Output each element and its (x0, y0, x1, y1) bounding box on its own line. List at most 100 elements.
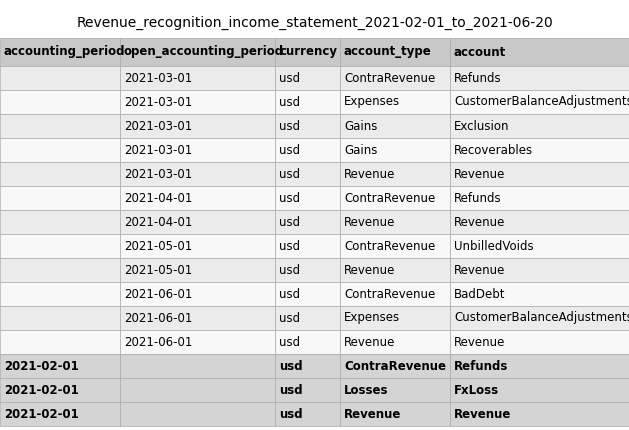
Bar (450, 354, 629, 378)
Text: 2021-06-01: 2021-06-01 (124, 335, 192, 348)
Text: account_type: account_type (344, 46, 431, 58)
Text: usd: usd (279, 288, 300, 301)
Text: 2021-03-01: 2021-03-01 (124, 120, 192, 132)
Text: usd: usd (279, 120, 300, 132)
Text: Exclusion: Exclusion (454, 120, 509, 132)
Text: usd: usd (279, 168, 300, 181)
Bar (275, 354, 340, 378)
Text: Revenue: Revenue (344, 408, 401, 421)
Bar (340, 330, 450, 354)
Bar (120, 138, 275, 162)
Text: Revenue: Revenue (454, 264, 505, 276)
Bar (450, 330, 629, 354)
Bar (450, 66, 629, 90)
Bar (120, 330, 275, 354)
Bar (340, 378, 450, 402)
Text: CustomerBalanceAdjustments: CustomerBalanceAdjustments (454, 95, 629, 108)
Text: Refunds: Refunds (454, 191, 501, 205)
Text: usd: usd (279, 95, 300, 108)
Bar (120, 282, 275, 306)
Bar (340, 354, 450, 378)
Bar (450, 234, 629, 258)
Text: 2021-03-01: 2021-03-01 (124, 71, 192, 85)
Text: Refunds: Refunds (454, 359, 508, 372)
Bar (0, 402, 120, 426)
Bar (120, 186, 275, 210)
Bar (450, 162, 629, 186)
Text: usd: usd (279, 384, 303, 396)
Text: account: account (454, 46, 506, 58)
Bar (0, 186, 120, 210)
Text: Expenses: Expenses (344, 95, 400, 108)
Bar (450, 402, 629, 426)
Text: usd: usd (279, 191, 300, 205)
Bar (340, 162, 450, 186)
Text: open_accounting_period: open_accounting_period (124, 46, 284, 58)
Text: 2021-02-01: 2021-02-01 (4, 384, 79, 396)
Text: Revenue: Revenue (344, 264, 396, 276)
Text: Refunds: Refunds (454, 71, 501, 85)
Text: Recoverables: Recoverables (454, 144, 533, 157)
Text: accounting_period: accounting_period (4, 46, 126, 58)
Bar (275, 258, 340, 282)
Text: UnbilledVoids: UnbilledVoids (454, 240, 533, 252)
Text: usd: usd (279, 264, 300, 276)
Text: 2021-03-01: 2021-03-01 (124, 168, 192, 181)
Bar (450, 90, 629, 114)
Bar (120, 66, 275, 90)
Text: 2021-02-01: 2021-02-01 (4, 359, 79, 372)
Bar (450, 38, 629, 66)
Text: Expenses: Expenses (344, 311, 400, 325)
Bar (275, 282, 340, 306)
Bar (275, 162, 340, 186)
Text: ContraRevenue: ContraRevenue (344, 71, 435, 85)
Bar (0, 258, 120, 282)
Bar (340, 138, 450, 162)
Text: Revenue: Revenue (454, 215, 505, 228)
Text: Gains: Gains (344, 120, 377, 132)
Text: currency: currency (279, 46, 337, 58)
Bar (340, 258, 450, 282)
Text: FxLoss: FxLoss (454, 384, 499, 396)
Bar (120, 90, 275, 114)
Bar (120, 210, 275, 234)
Text: Revenue: Revenue (344, 335, 396, 348)
Bar (120, 234, 275, 258)
Bar (0, 38, 120, 66)
Bar (275, 210, 340, 234)
Bar (0, 114, 120, 138)
Bar (340, 234, 450, 258)
Bar (0, 234, 120, 258)
Bar (340, 66, 450, 90)
Text: CustomerBalanceAdjustments: CustomerBalanceAdjustments (454, 311, 629, 325)
Bar (275, 186, 340, 210)
Bar (0, 354, 120, 378)
Text: Gains: Gains (344, 144, 377, 157)
Text: Revenue: Revenue (454, 408, 511, 421)
Bar (120, 402, 275, 426)
Text: Revenue: Revenue (344, 215, 396, 228)
Text: ContraRevenue: ContraRevenue (344, 288, 435, 301)
Text: usd: usd (279, 240, 300, 252)
Bar (450, 138, 629, 162)
Text: Losses: Losses (344, 384, 389, 396)
Bar (275, 378, 340, 402)
Bar (450, 378, 629, 402)
Bar (450, 306, 629, 330)
Text: ContraRevenue: ContraRevenue (344, 240, 435, 252)
Bar (0, 162, 120, 186)
Bar (450, 114, 629, 138)
Text: Revenue: Revenue (454, 335, 505, 348)
Bar (450, 186, 629, 210)
Bar (120, 258, 275, 282)
Text: 2021-02-01: 2021-02-01 (4, 408, 79, 421)
Text: Revenue_recognition_income_statement_2021-02-01_to_2021-06-20: Revenue_recognition_income_statement_202… (76, 16, 553, 30)
Text: BadDebt: BadDebt (454, 288, 506, 301)
Bar (275, 402, 340, 426)
Bar (340, 186, 450, 210)
Text: ContraRevenue: ContraRevenue (344, 359, 446, 372)
Bar (340, 402, 450, 426)
Text: usd: usd (279, 335, 300, 348)
Text: usd: usd (279, 215, 300, 228)
Text: 2021-04-01: 2021-04-01 (124, 215, 192, 228)
